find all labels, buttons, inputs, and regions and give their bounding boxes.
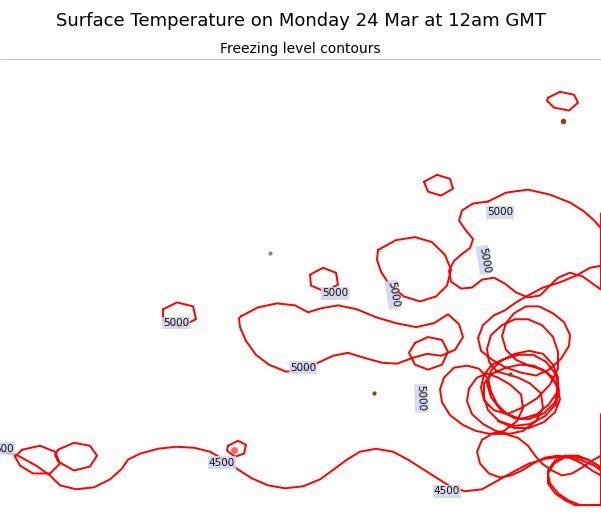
Text: 5000: 5000: [386, 281, 400, 308]
Text: 500: 500: [0, 444, 14, 454]
Text: 4500: 4500: [209, 457, 235, 468]
Text: Freezing level contours: Freezing level contours: [220, 42, 381, 57]
Text: 5000: 5000: [477, 246, 491, 273]
Text: 5000: 5000: [487, 208, 513, 217]
Text: 5000: 5000: [163, 318, 189, 328]
Text: 5000: 5000: [290, 363, 316, 373]
Text: 5000: 5000: [415, 385, 427, 412]
Text: 5000: 5000: [322, 288, 348, 299]
Text: Surface Temperature on Monday 24 Mar at 12am GMT: Surface Temperature on Monday 24 Mar at …: [55, 12, 546, 30]
Text: 4500: 4500: [434, 486, 460, 496]
